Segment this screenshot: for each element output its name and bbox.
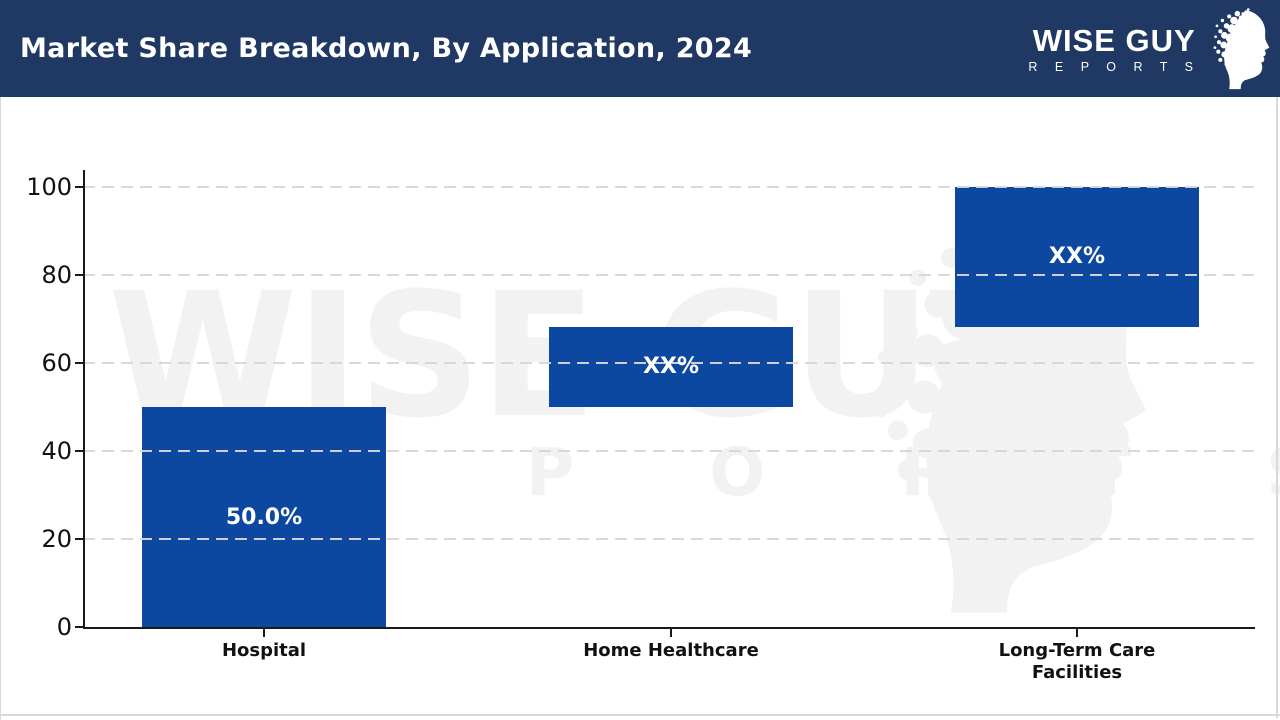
y-tick-label-0: 0: [56, 613, 72, 641]
y-tick-0: [75, 626, 83, 628]
bar-label-0: 50.0%: [225, 504, 303, 530]
plot-area: 0 20 40 60 80 100 50.0% Hospital XX% Home Healthc…: [0, 97, 1280, 720]
x-tick-label-1: Home Healthcare: [583, 640, 759, 661]
y-tick-100: [75, 186, 83, 188]
gridline-100: [83, 186, 1255, 188]
x-tick-label-2: Long-Term Care Facilities: [998, 640, 1156, 683]
x-tick-2: [1076, 629, 1078, 637]
y-tick-label-40: 40: [41, 437, 72, 465]
wiseguy-head-icon: [1213, 7, 1270, 89]
bar-0: [142, 407, 386, 627]
gridline-40: [83, 450, 1255, 452]
page-border-bottom: [0, 714, 1280, 716]
bar-label-2: XX%: [1049, 244, 1105, 270]
y-tick-label-20: 20: [41, 525, 72, 553]
bar-2: [955, 187, 1199, 327]
x-tick-0: [263, 629, 265, 637]
y-tick-label-100: 100: [26, 173, 72, 201]
wiseguy-logo-text: WISE GUY R E P O R T S: [1028, 25, 1200, 74]
bar-1: [549, 326, 793, 407]
bar-label-1: XX%: [643, 354, 699, 380]
y-tick-40: [75, 450, 83, 452]
y-axis-spine: [83, 170, 85, 629]
y-tick-label-80: 80: [41, 261, 72, 289]
logo-subtitle: R E P O R T S: [1028, 60, 1200, 74]
y-tick-60: [75, 362, 83, 364]
y-tick-label-60: 60: [41, 349, 72, 377]
logo-wordmark: WISE GUY: [1032, 23, 1196, 58]
gridline-80: [83, 274, 1255, 276]
x-tick-label-0: Hospital: [221, 640, 307, 661]
gridline-60: [83, 362, 1255, 364]
y-tick-80: [75, 274, 83, 276]
x-axis-spine: [83, 627, 1255, 629]
page-border-left: [0, 97, 1, 720]
x-tick-1: [670, 629, 672, 637]
page-border-right: [1276, 97, 1278, 718]
y-tick-20: [75, 538, 83, 540]
wiseguy-logo: WISE GUY R E P O R T S: [1028, 0, 1270, 97]
header-bar: Market Share Breakdown, By Application, …: [0, 0, 1280, 97]
page-title: Market Share Breakdown, By Application, …: [20, 33, 753, 64]
gridline-20: [83, 538, 1255, 540]
